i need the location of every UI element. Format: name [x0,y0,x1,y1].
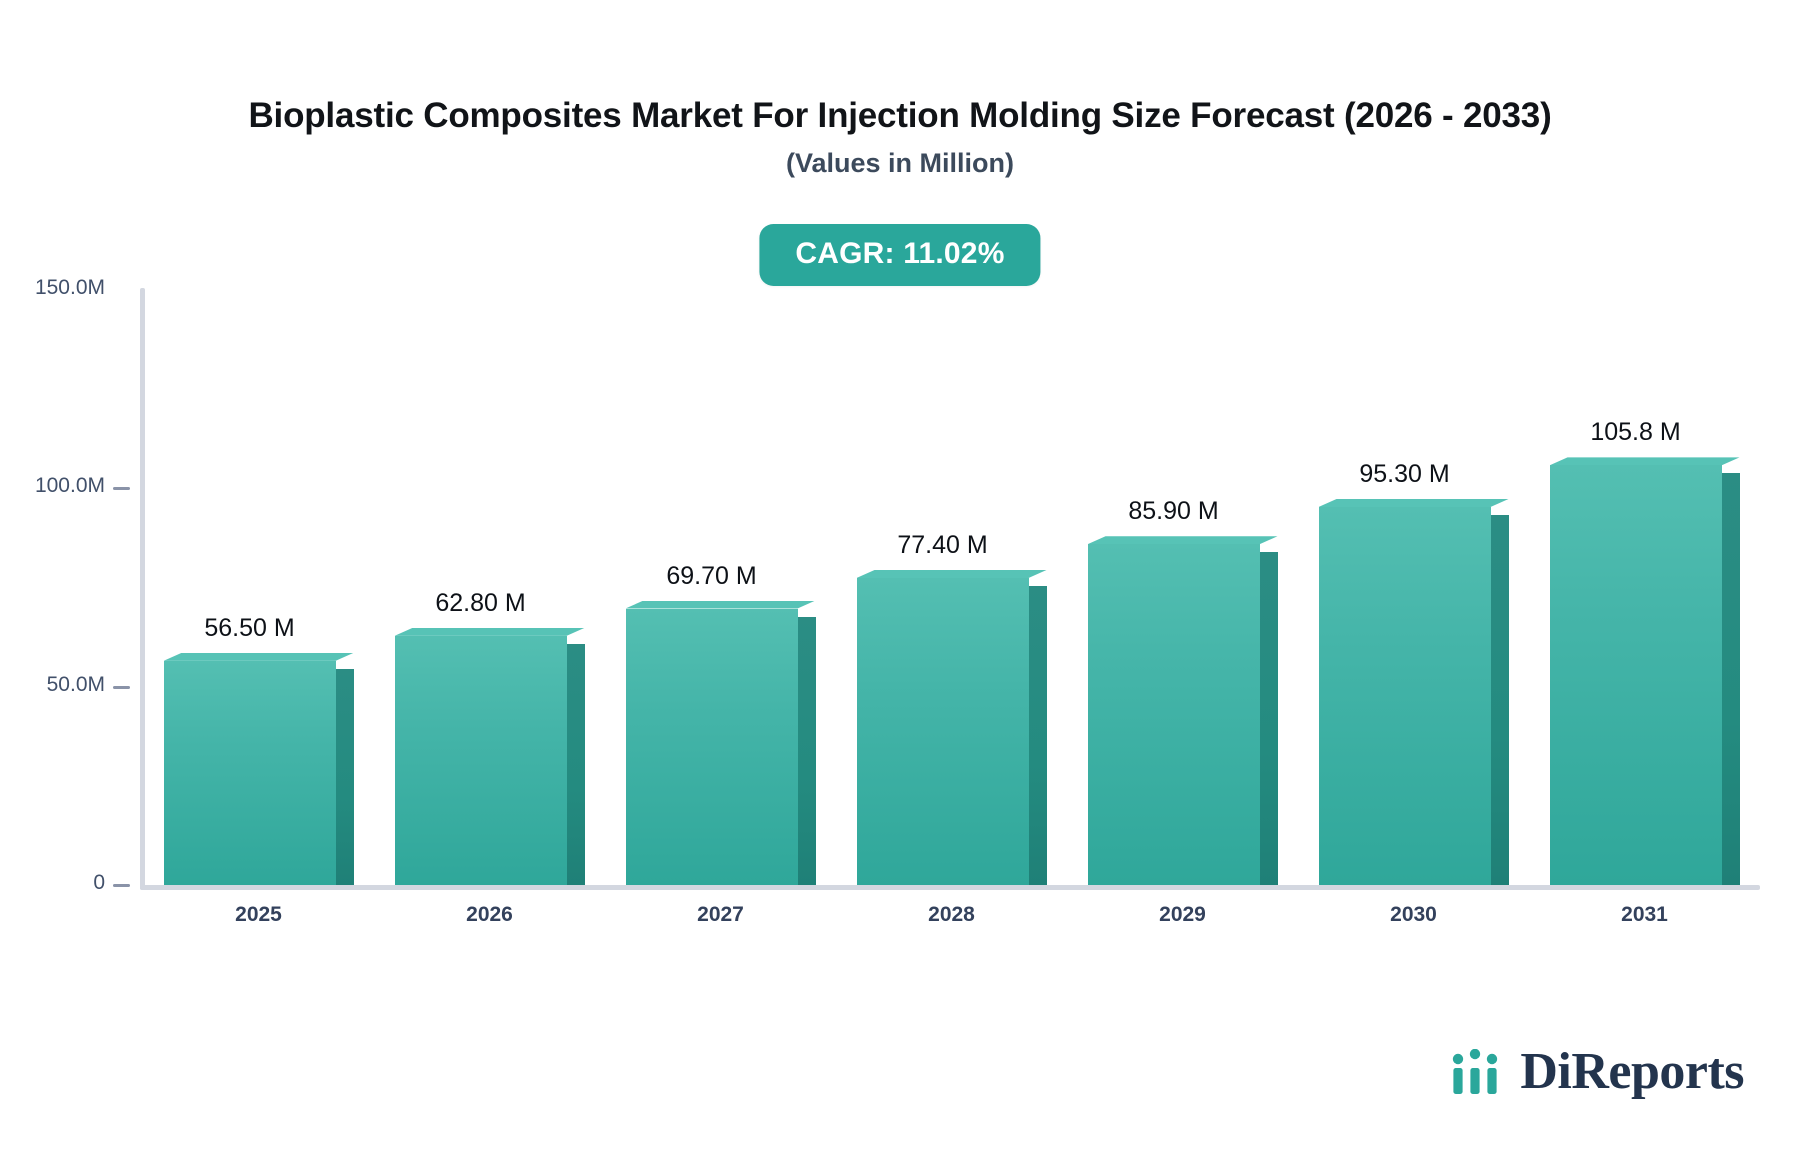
chart-subtitle: (Values in Million) [785,148,1015,178]
bar-value-label: 69.70 M [666,561,757,590]
bar[interactable] [1549,457,1740,885]
bar-chart-logo-icon [1453,1049,1498,1094]
bar-front-face [394,635,567,885]
y-tick-label: 150.0M [34,276,105,299]
x-tick-label: 2029 [1159,903,1206,926]
bar-side-face [1490,514,1509,885]
bar-side-face [566,643,585,885]
bar-value-label: 62.80 M [435,588,526,617]
bar-top-face [1549,457,1740,466]
x-tick-label: 2030 [1390,903,1437,926]
page-title: Bioplastic Composites Market For Injecti… [248,96,1552,135]
y-tick-mark [113,685,130,689]
bar-side-face [1721,473,1740,885]
bar-front-face [856,577,1029,885]
direports-logo: DiReports [1450,1046,1744,1098]
logo-text: DiReports [1520,1043,1744,1100]
x-tick-label: 2027 [697,903,744,926]
bar-front-face [1549,465,1722,885]
bar-top-face [394,627,585,636]
bar-side-face [335,668,354,885]
x-tick-label: 2028 [928,903,975,926]
bar-top-face [163,652,354,661]
bar-value-label: 77.40 M [897,530,988,559]
bar[interactable] [1087,536,1278,885]
x-axis-line [140,885,1760,890]
bar-front-face [1318,506,1491,885]
y-axis-line [140,288,145,890]
bar-value-label: 95.30 M [1359,459,1450,488]
bar-value-label: 56.50 M [204,613,295,642]
bar-front-face [163,660,336,885]
bar-front-face [625,608,798,885]
bar-top-face [1087,536,1278,545]
x-tick-label: 2031 [1621,903,1668,926]
bar[interactable] [394,627,585,885]
bar-value-label: 105.8 M [1590,418,1681,447]
bar[interactable] [856,569,1047,885]
bar[interactable] [1318,498,1509,885]
bar-value-label: 85.90 M [1128,497,1219,526]
bar-top-face [856,569,1047,578]
y-tick-label: 100.0M [34,474,105,498]
y-tick-mark [113,487,130,491]
x-tick-label: 2025 [235,903,282,926]
bar[interactable] [163,652,354,885]
cagr-badge: CAGR: 11.02% [759,224,1041,286]
bar-side-face [1028,585,1047,885]
y-tick-mark [113,884,130,887]
bar-top-face [625,600,816,609]
bar-top-face [1318,498,1509,507]
bar-side-face [797,616,816,885]
bar-side-face [1259,552,1278,885]
bar[interactable] [625,600,816,885]
y-tick-label: 0 [93,871,105,894]
y-tick-label: 50.0M [46,672,105,696]
bar-front-face [1087,544,1260,885]
x-tick-label: 2026 [466,903,513,926]
